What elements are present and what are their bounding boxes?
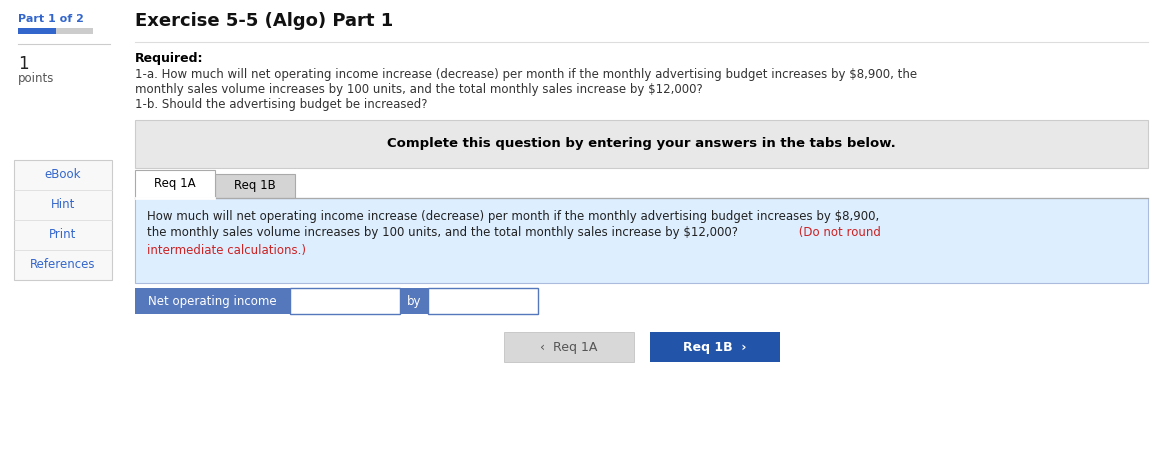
FancyBboxPatch shape [290,288,400,314]
Text: Req 1B: Req 1B [234,180,276,192]
Text: Required:: Required: [135,52,204,65]
Text: Print: Print [49,229,77,241]
Text: the monthly sales volume increases by 100 units, and the total monthly sales inc: the monthly sales volume increases by 10… [147,226,738,239]
FancyBboxPatch shape [649,332,780,362]
Text: 1-a. How much will net operating income increase (decrease) per month if the mon: 1-a. How much will net operating income … [135,68,918,81]
Text: 1-b. Should the advertising budget be increased?: 1-b. Should the advertising budget be in… [135,98,428,111]
Text: Req 1A: Req 1A [154,178,196,191]
Text: How much will net operating income increase (decrease) per month if the monthly : How much will net operating income incre… [147,210,879,223]
FancyBboxPatch shape [504,332,633,362]
Text: eBook: eBook [44,169,82,181]
Text: Part 1 of 2: Part 1 of 2 [17,14,84,24]
Text: by: by [407,294,421,307]
FancyBboxPatch shape [428,288,538,314]
FancyBboxPatch shape [135,120,1149,168]
Text: points: points [17,72,55,85]
FancyBboxPatch shape [400,288,428,314]
Text: Exercise 5-5 (Algo) Part 1: Exercise 5-5 (Algo) Part 1 [135,12,393,30]
Text: (Do not round: (Do not round [795,226,880,239]
Text: Complete this question by entering your answers in the tabs below.: Complete this question by entering your … [387,137,895,151]
Text: ‹  Req 1A: ‹ Req 1A [540,340,597,354]
Text: Net operating income: Net operating income [148,294,276,307]
FancyBboxPatch shape [135,198,1149,283]
Text: Req 1B  ›: Req 1B › [683,340,746,354]
FancyBboxPatch shape [135,288,290,314]
FancyBboxPatch shape [215,174,295,198]
FancyBboxPatch shape [135,170,215,198]
Text: References: References [30,258,96,272]
FancyBboxPatch shape [17,28,93,34]
Text: Hint: Hint [51,198,75,212]
FancyBboxPatch shape [14,160,112,280]
FancyBboxPatch shape [17,28,56,34]
Text: intermediate calculations.): intermediate calculations.) [147,244,305,257]
Text: monthly sales volume increases by 100 units, and the total monthly sales increas: monthly sales volume increases by 100 un… [135,83,703,96]
Text: 1: 1 [17,55,29,73]
